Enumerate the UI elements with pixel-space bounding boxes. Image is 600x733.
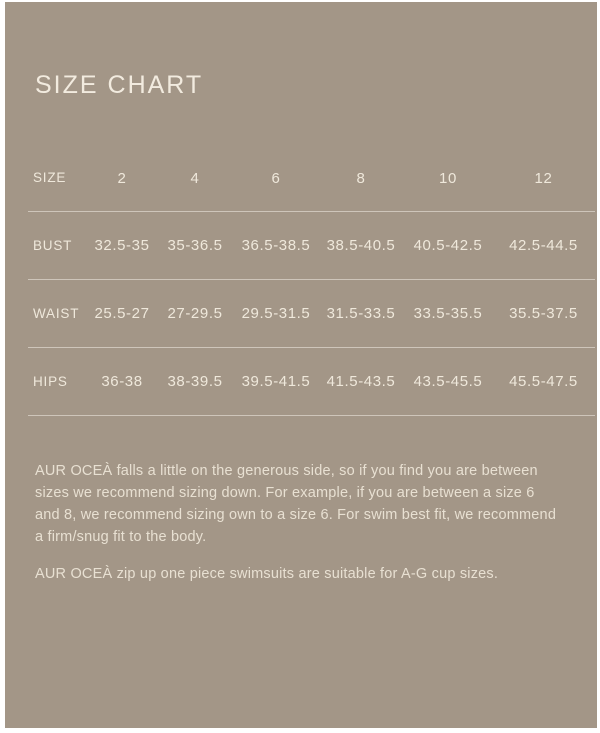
column-header-size: SIZE [33,170,67,185]
column-header-6: 6 [271,170,281,187]
table-row-bust: BUST 32.5-35 35-36.5 36.5-38.5 38.5-40.5… [28,212,595,280]
size-chart-table: SIZE 2 4 6 8 10 12 BUST 32.5-35 35-36.5 … [28,164,595,416]
hips-value-size4: 38-39.5 [167,373,223,390]
table-row-waist: WAIST 25.5-27 27-29.5 29.5-31.5 31.5-33.… [28,280,595,348]
hips-value-size10: 43.5-45.5 [413,373,483,390]
bust-value-size12: 42.5-44.5 [509,237,578,254]
waist-value-size4: 27-29.5 [167,305,223,322]
column-header-2: 2 [117,170,127,187]
waist-value-size12: 35.5-37.5 [509,305,578,322]
column-header-4: 4 [190,170,200,187]
row-label-bust: BUST [33,238,73,253]
table-header-row: SIZE 2 4 6 8 10 12 [28,164,595,212]
waist-value-size8: 31.5-33.5 [326,305,396,322]
waist-value-size2: 25.5-27 [94,305,150,322]
page-title: SIZE CHART [35,71,204,99]
bust-value-size10: 40.5-42.5 [413,237,483,254]
bust-value-size4: 35-36.5 [167,237,223,254]
hips-value-size12: 45.5-47.5 [509,373,578,390]
waist-value-size10: 33.5-35.5 [413,305,483,322]
hips-value-size8: 41.5-43.5 [326,373,396,390]
sizing-note-fit: AUR OCEÀ falls a little on the generous … [35,463,557,545]
row-label-hips: HIPS [33,374,68,389]
column-header-10: 10 [439,170,457,187]
waist-value-size6: 29.5-31.5 [241,305,311,322]
column-header-12: 12 [534,170,553,187]
bust-value-size8: 38.5-40.5 [326,237,396,254]
table-row-hips: HIPS 36-38 38-39.5 39.5-41.5 41.5-43.5 4… [28,348,595,416]
sizing-note-cups: AUR OCEÀ zip up one piece swimsuits are … [35,566,499,582]
sizing-notes: AUR OCEÀ falls a little on the generous … [35,460,595,585]
bust-value-size2: 32.5-35 [94,237,150,254]
bust-value-size6: 36.5-38.5 [241,237,311,254]
hips-value-size6: 39.5-41.5 [241,373,311,390]
row-label-waist: WAIST [33,306,80,321]
hips-value-size2: 36-38 [101,373,143,390]
column-header-8: 8 [356,170,366,187]
size-chart-panel: SIZE CHART SIZE 2 4 6 8 10 12 BUST 32.5-… [5,2,597,728]
